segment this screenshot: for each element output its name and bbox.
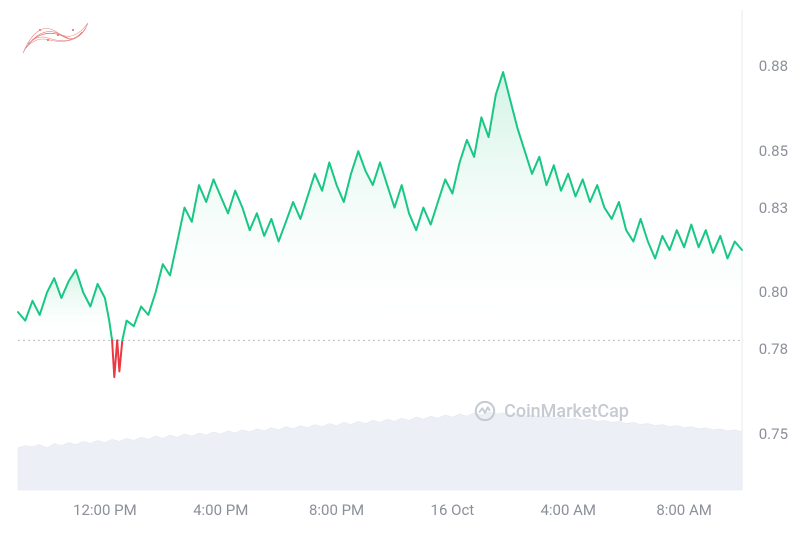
x-tick-label: 8:00 PM (309, 501, 364, 519)
watermark: CoinMarketCap (474, 400, 629, 422)
x-tick-label: 8:00 AM (656, 501, 712, 519)
x-tick-label: 12:00 PM (73, 501, 137, 519)
y-tick-label: 0.85 (759, 142, 788, 160)
x-tick-label: 4:00 AM (540, 501, 596, 519)
y-tick-label: 0.78 (759, 340, 788, 358)
y-tick-label: 0.88 (759, 57, 788, 75)
chart-canvas (0, 0, 800, 533)
x-tick-label: 16 Oct (431, 501, 475, 519)
coinmarketcap-icon (474, 400, 496, 422)
price-chart: CoinMarketCap 0.75 0.78 0.80 0.83 0.85 0.88 12… (0, 0, 800, 533)
y-tick-label: 0.83 (759, 199, 788, 217)
y-tick-label: 0.75 (759, 425, 788, 443)
x-tick-label: 4:00 PM (193, 501, 248, 519)
y-tick-label: 0.80 (759, 283, 788, 301)
watermark-text: CoinMarketCap (504, 401, 629, 422)
